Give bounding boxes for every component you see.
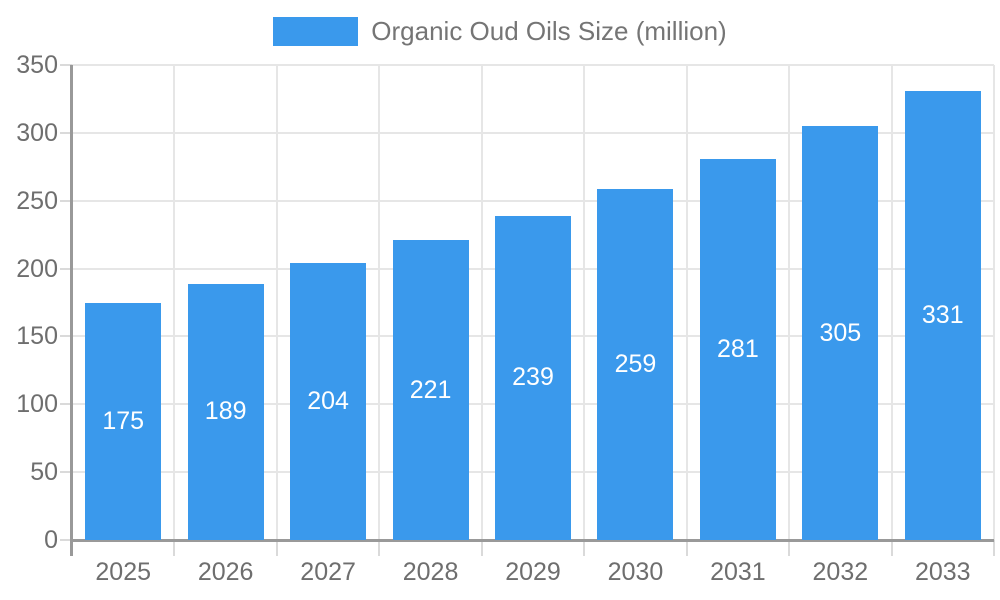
y-tick-mark <box>60 131 72 134</box>
x-axis-tick-label: 2025 <box>95 558 152 586</box>
x-axis-tick-label: 2028 <box>402 558 459 586</box>
y-tick-mark <box>60 267 72 270</box>
y-axis-tick-label: 300 <box>16 118 58 147</box>
x-axis-tick-label: 2027 <box>300 558 356 586</box>
v-gridline <box>685 65 688 540</box>
h-gridline <box>72 131 994 134</box>
v-gridline <box>583 65 586 540</box>
v-gridline <box>993 65 995 540</box>
v-gridline <box>378 65 381 540</box>
x-tick-mark <box>993 540 995 556</box>
v-gridline <box>480 65 483 540</box>
bar-value-label: 221 <box>409 375 452 404</box>
y-tick-mark <box>60 471 72 474</box>
bar-value-label: 175 <box>102 406 145 435</box>
y-axis-line <box>70 65 73 556</box>
y-tick-mark <box>60 335 72 338</box>
x-tick-mark <box>275 540 278 556</box>
legend[interactable]: Organic Oud Oils Size (million) <box>0 17 1000 46</box>
x-axis-tick-label: 2026 <box>197 558 254 586</box>
x-axis-tick-label: 2033 <box>914 558 971 586</box>
legend-swatch-icon <box>273 17 359 46</box>
y-axis-tick-label: 50 <box>30 458 58 487</box>
bar-2025[interactable]: 175 <box>85 302 162 540</box>
y-tick-mark <box>60 539 72 541</box>
v-gridline <box>275 65 278 540</box>
bar-value-label: 305 <box>819 318 862 347</box>
h-gridline <box>72 64 994 66</box>
bar-value-label: 331 <box>921 300 964 329</box>
y-tick-mark <box>60 199 72 202</box>
bar-2029[interactable]: 239 <box>495 215 571 540</box>
bar-value-label: 281 <box>717 334 759 363</box>
x-tick-mark <box>583 540 586 556</box>
bar-2031[interactable]: 281 <box>699 158 776 540</box>
bar-2030[interactable]: 259 <box>597 188 674 540</box>
x-tick-mark <box>480 540 483 556</box>
h-gridline <box>72 199 994 202</box>
bar-2028[interactable]: 221 <box>392 240 469 540</box>
x-tick-mark <box>890 540 893 556</box>
y-axis-tick-label: 350 <box>16 51 58 79</box>
x-tick-mark <box>685 540 688 556</box>
bar-2032[interactable]: 305 <box>802 126 879 540</box>
bar-value-label: 259 <box>614 349 657 378</box>
y-axis-tick-label: 100 <box>16 390 58 419</box>
bar-value-label: 204 <box>307 387 349 416</box>
y-axis-tick-label: 0 <box>44 526 58 554</box>
y-tick-mark <box>60 64 72 66</box>
v-gridline <box>890 65 893 540</box>
v-gridline <box>788 65 791 540</box>
v-gridline <box>173 65 176 540</box>
bar-2033[interactable]: 331 <box>904 90 981 540</box>
y-axis-tick-label: 250 <box>16 186 58 215</box>
bar-2027[interactable]: 204 <box>290 263 367 540</box>
x-tick-mark <box>788 540 791 556</box>
x-axis-tick-label: 2029 <box>505 558 561 586</box>
x-axis-tick-label: 2030 <box>607 558 664 586</box>
y-axis-tick-label: 150 <box>16 322 58 351</box>
x-tick-mark <box>378 540 381 556</box>
x-axis-tick-label: 2031 <box>710 558 766 586</box>
bar-value-label: 189 <box>204 397 247 426</box>
bar-2026[interactable]: 189 <box>187 283 264 540</box>
y-axis-tick-label: 200 <box>16 254 58 283</box>
x-tick-mark <box>173 540 176 556</box>
x-axis-tick-label: 2032 <box>812 558 869 586</box>
bar-value-label: 239 <box>512 363 554 392</box>
y-tick-mark <box>60 403 72 406</box>
x-axis-line <box>72 539 994 542</box>
legend-label: Organic Oud Oils Size (million) <box>371 16 727 46</box>
